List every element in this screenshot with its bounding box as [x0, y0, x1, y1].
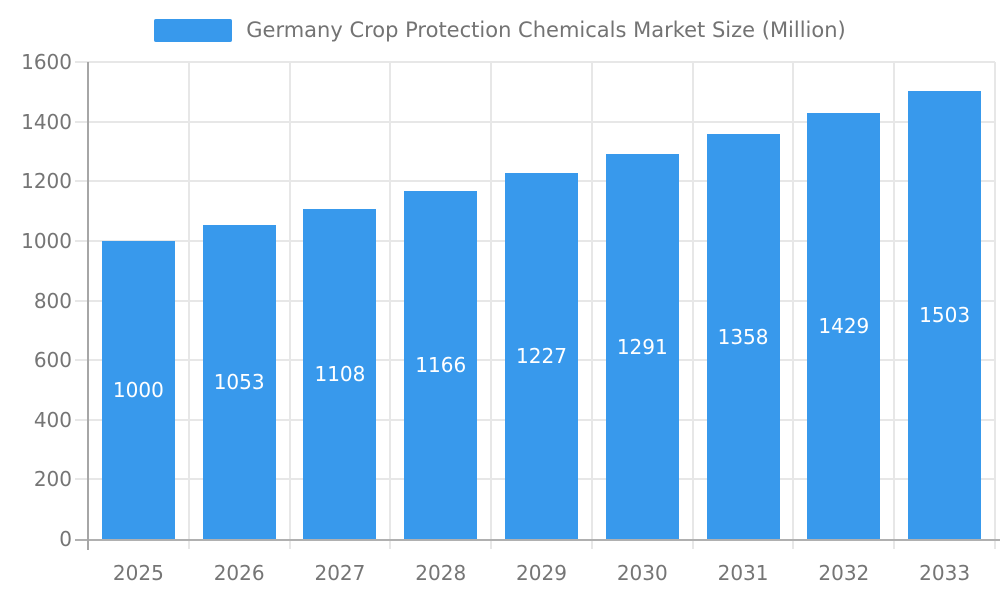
- y-tick-label: 600: [33, 348, 72, 373]
- x-gridline: [490, 62, 493, 549]
- bar-2030[interactable]: [605, 154, 679, 539]
- bar-value-label: 1053: [213, 370, 265, 395]
- x-gridline: [994, 62, 996, 549]
- bar-value-label: 1429: [818, 313, 870, 338]
- x-gridline: [691, 62, 694, 549]
- bar-value-label: 1166: [415, 353, 467, 378]
- bar-value-label: 1291: [616, 334, 668, 359]
- bar-2025[interactable]: [101, 240, 175, 539]
- legend-label: Germany Crop Protection Chemicals Market…: [246, 18, 846, 42]
- bar-2029[interactable]: [505, 173, 578, 539]
- x-tick-label: 2028: [415, 561, 467, 585]
- x-gridline: [590, 62, 593, 549]
- y-tick-label: 1000: [21, 228, 72, 253]
- y-gridline: [75, 61, 995, 63]
- legend[interactable]: Germany Crop Protection Chemicals Market…: [0, 17, 1000, 43]
- x-tick-label: 2031: [717, 561, 769, 585]
- y-axis-line: [87, 62, 89, 550]
- bar-2031[interactable]: [706, 134, 780, 539]
- x-tick-label: 2025: [112, 561, 164, 585]
- bar-value-label: 1000: [112, 377, 164, 402]
- x-tick-label: 2033: [919, 561, 971, 585]
- bar-value-label: 1108: [314, 361, 366, 386]
- y-tick-label: 1200: [21, 169, 72, 194]
- x-gridline: [893, 62, 896, 549]
- bar-value-label: 1503: [919, 302, 971, 327]
- x-tick-label: 2032: [818, 561, 870, 585]
- bar-value-label: 1227: [516, 344, 567, 369]
- bar-2033[interactable]: [908, 90, 982, 539]
- x-gridline: [792, 62, 795, 549]
- y-tick-label: 800: [33, 288, 72, 313]
- x-axis-line: [75, 539, 1000, 541]
- y-gridline: [75, 120, 995, 123]
- y-tick-label: 0: [59, 527, 72, 551]
- bar-2027[interactable]: [303, 208, 377, 539]
- y-tick-label: 1600: [21, 50, 72, 74]
- x-tick-label: 2030: [616, 561, 668, 585]
- x-tick-label: 2027: [314, 561, 366, 585]
- bar-2032[interactable]: [807, 112, 881, 539]
- y-tick-label: 1400: [21, 109, 72, 134]
- x-tick-label: 2026: [213, 561, 265, 585]
- x-gridline: [288, 62, 291, 549]
- x-tick-label: 2029: [516, 561, 567, 585]
- bar-value-label: 1358: [717, 324, 769, 349]
- legend-swatch: [154, 18, 233, 42]
- x-gridline: [187, 62, 190, 549]
- bar-2026[interactable]: [202, 225, 276, 539]
- y-tick-label: 400: [33, 407, 72, 432]
- bar-2028[interactable]: [404, 191, 478, 539]
- y-tick-label: 200: [33, 467, 72, 492]
- x-gridline: [389, 62, 392, 549]
